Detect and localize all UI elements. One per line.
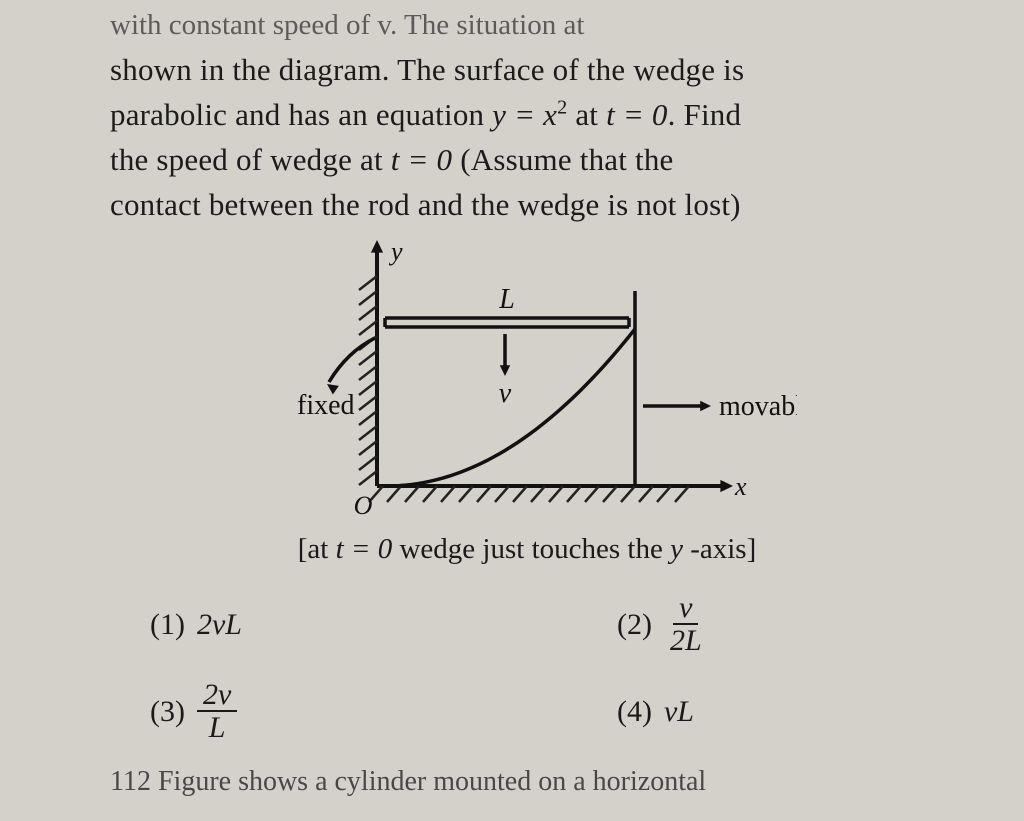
opt-val-4: vL (664, 690, 694, 734)
line4: contact between the rod and the wedge is… (110, 187, 741, 222)
line3a: the speed of wedge at (110, 142, 391, 177)
opt-num-2: (2) (617, 603, 652, 647)
physics-problem: with constant speed of v. The situation … (0, 4, 1024, 802)
opt-num-1: (1) (150, 603, 185, 647)
option-1: (1) 2vL (150, 592, 437, 657)
caption: [at t = 0 wedge just touches the y -axis… (110, 528, 944, 570)
problem-statement: shown in the diagram. The surface of the… (110, 48, 944, 228)
cap-y: y (670, 533, 683, 565)
line1: shown in the diagram. The surface of the… (110, 52, 744, 87)
option-4: (4) vL (617, 679, 904, 744)
line3b: (Assume that the (460, 142, 673, 177)
line2b: at (575, 97, 606, 132)
frac-den-3: L (203, 712, 232, 744)
cutoff-text-top: with constant speed of v. The situation … (110, 4, 944, 46)
option-3: (3) 2v L (150, 679, 437, 744)
cap-c: -axis] (690, 533, 756, 565)
option-2: (2) v 2L (617, 592, 904, 657)
frac-den-2: 2L (664, 625, 708, 657)
opt-num-4: (4) (617, 690, 652, 734)
line2a: parabolic and has an equation (110, 97, 492, 132)
opt-val-2: v 2L (664, 592, 708, 657)
opt-num-3: (3) (150, 690, 185, 734)
svg-text:L: L (498, 284, 515, 315)
eq-t0-b: t = 0 (391, 142, 453, 177)
cap-b: wedge just touches the (399, 533, 670, 565)
frac-num-2: v (673, 592, 698, 626)
line2c: . Find (668, 97, 742, 132)
answer-options: (1) 2vL (2) v 2L (3) 2v L (4) vL (150, 592, 904, 744)
svg-text:y: y (388, 237, 403, 266)
cap-eq: t = 0 (336, 533, 393, 565)
svg-text:movable: movable (719, 391, 797, 422)
cap-a: [at (298, 533, 336, 565)
svg-text:v: v (499, 378, 512, 409)
opt-val-1: 2vL (197, 603, 242, 647)
frac-num-3: 2v (197, 679, 237, 713)
wedge-diagram: y x O Lv fixed movable (257, 236, 797, 526)
svg-text:O: O (354, 491, 373, 520)
cutoff-text-bottom: 112 Figure shows a cylinder mounted on a… (110, 762, 944, 803)
svg-text:x: x (734, 472, 747, 501)
svg-text:fixed: fixed (297, 390, 355, 421)
diagram-svg: y x O Lv fixed movable (257, 236, 797, 526)
eq-t0-a: t = 0 (606, 97, 668, 132)
opt-val-3: 2v L (197, 679, 237, 744)
eq-yx2: y = x2 (492, 97, 567, 132)
